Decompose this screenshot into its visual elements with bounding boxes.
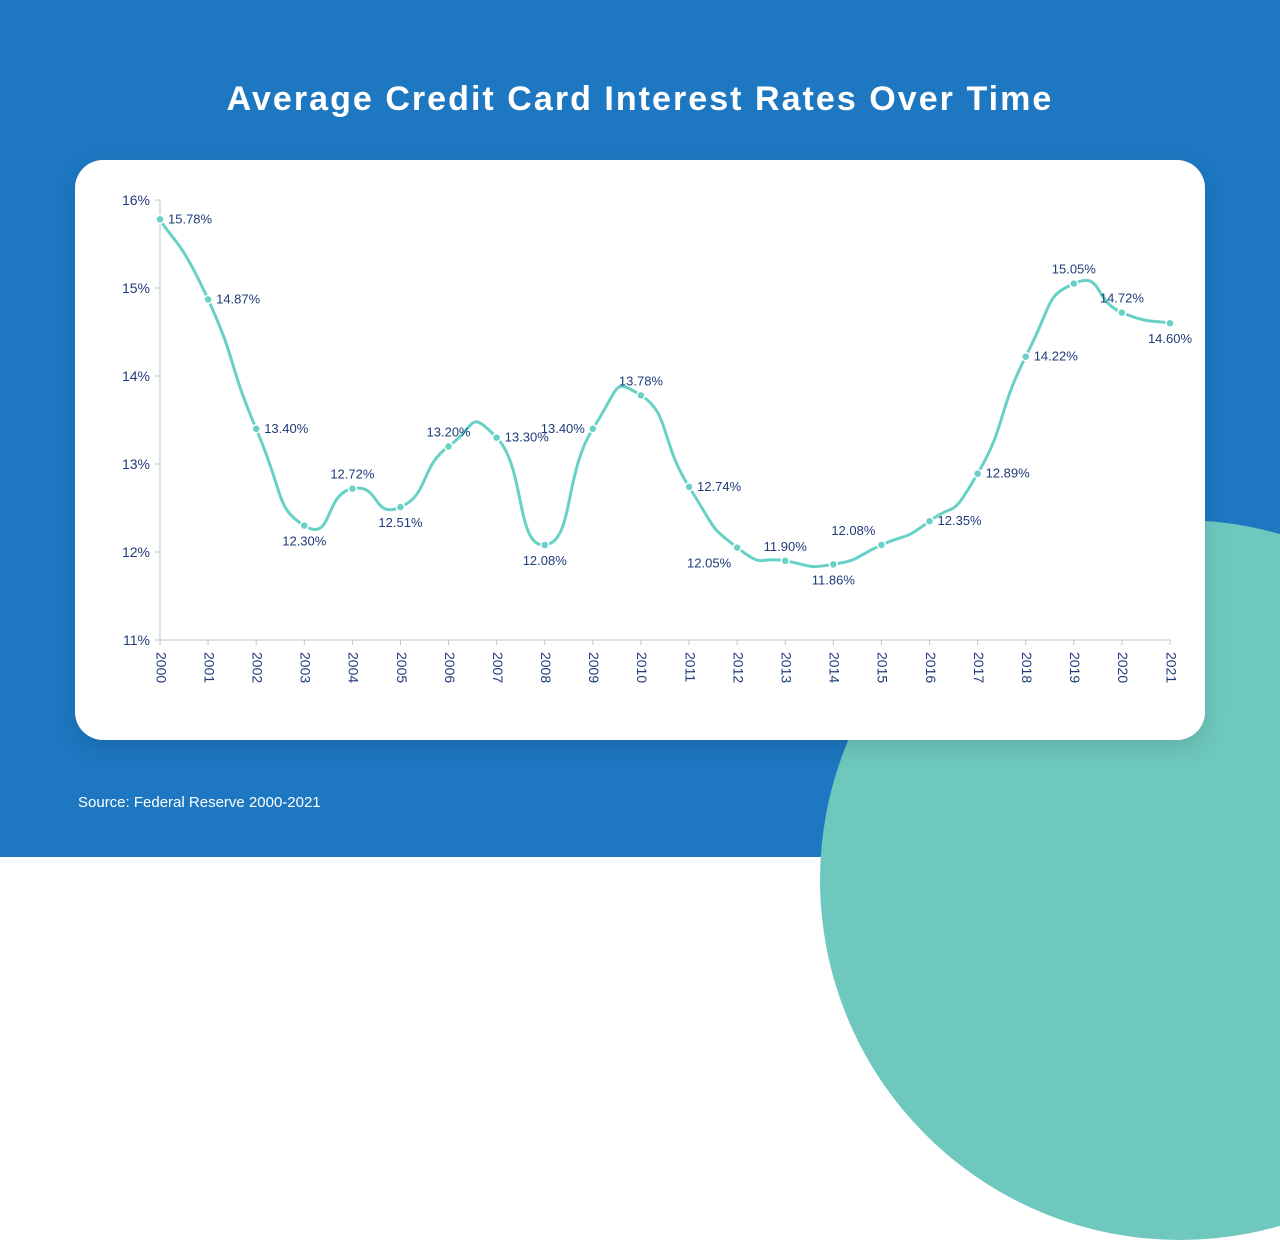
- x-tick-label: 2009: [586, 652, 602, 683]
- x-tick-label: 2010: [634, 652, 650, 683]
- data-point-label: 13.20%: [427, 424, 472, 439]
- x-tick-label: 2012: [730, 652, 746, 683]
- y-tick-label: 13%: [122, 456, 150, 472]
- data-point-label: 15.78%: [168, 211, 213, 226]
- data-point-label: 13.78%: [619, 373, 664, 388]
- line-chart: 11% 12% 13% 14% 15% 16% 2000 2001 2002 2003 2004 20…: [75, 160, 1205, 740]
- x-tick-label: 2002: [249, 652, 265, 683]
- x-tick-label: 2004: [346, 652, 362, 683]
- x-tick-label: 2000: [153, 652, 169, 683]
- data-point-label: 12.08%: [831, 523, 876, 538]
- data-point-label: 12.51%: [378, 515, 423, 530]
- source-text: Source: Federal Reserve 2000-2021: [78, 794, 321, 811]
- x-tick-label: 2015: [875, 652, 891, 683]
- x-tick-label: 2013: [779, 652, 795, 683]
- y-tick-label: 14%: [122, 368, 150, 384]
- data-point-label: 11.86%: [812, 572, 856, 587]
- y-tick-label: 11%: [123, 632, 150, 648]
- data-point-label: 12.89%: [986, 466, 1031, 481]
- data-point-label: 12.05%: [687, 556, 732, 571]
- y-tick-label: 16%: [122, 192, 150, 208]
- data-point-label: 12.72%: [330, 467, 375, 482]
- data-point-label: 14.60%: [1148, 331, 1193, 346]
- x-tick-label: 2005: [394, 652, 410, 683]
- data-point-label: 14.22%: [1034, 349, 1079, 364]
- y-tick-label: 15%: [122, 280, 150, 296]
- x-tick-label: 2011: [682, 652, 698, 682]
- x-tick-label: 2020: [1115, 652, 1131, 683]
- x-tick-label: 2007: [490, 652, 506, 683]
- data-point-label: 13.40%: [541, 421, 586, 436]
- data-point-label: 14.87%: [216, 291, 261, 306]
- data-point-label: 12.08%: [523, 553, 568, 568]
- data-point-label: 12.35%: [938, 513, 983, 528]
- data-point-label: 14.72%: [1100, 291, 1145, 306]
- x-tick-label: 2021: [1163, 652, 1179, 683]
- y-tick-label: 12%: [122, 544, 150, 560]
- x-tick-label: 2006: [442, 652, 458, 683]
- x-tick-label: 2018: [1019, 652, 1035, 683]
- x-tick-label: 2003: [298, 652, 314, 683]
- data-point-label: 11.90%: [764, 539, 808, 554]
- x-tick-label: 2008: [538, 652, 554, 683]
- data-point-label: 13.40%: [264, 421, 309, 436]
- data-point-label: 12.30%: [282, 534, 327, 549]
- data-point-label: 12.74%: [697, 479, 742, 494]
- chart-card: 11% 12% 13% 14% 15% 16% 2000 2001 2002 2003 2004 20…: [75, 160, 1205, 740]
- chart-title: Average Credit Card Interest Rates Over …: [0, 80, 1280, 119]
- x-tick-label: 2014: [827, 652, 843, 683]
- x-tick-label: 2001: [201, 652, 217, 683]
- x-tick-label: 2017: [971, 652, 987, 683]
- x-tick-label: 2016: [923, 652, 939, 683]
- x-tick-label: 2019: [1067, 652, 1083, 683]
- data-point-label: 15.05%: [1052, 262, 1097, 277]
